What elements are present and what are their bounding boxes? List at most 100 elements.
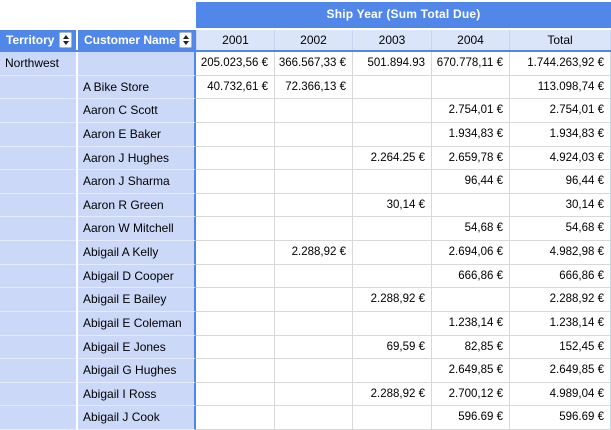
total-value-cell: 152,45 € xyxy=(510,335,611,360)
year-value-cell xyxy=(275,406,353,430)
year-value-cell: 1.934,83 € xyxy=(432,122,510,147)
year-value-cell: 2.754,01 € xyxy=(432,99,510,123)
total-value-cell: 113.098,74 € xyxy=(510,75,611,100)
customer-cell: Abigail E Bailey xyxy=(78,288,196,312)
territory-cell xyxy=(0,241,78,265)
year-value-cell xyxy=(353,217,432,241)
total-value-cell: 30,14 € xyxy=(510,193,611,218)
total-value-cell: 1.744.263,92 € xyxy=(510,52,611,76)
customer-header-label: Customer Name xyxy=(84,33,177,47)
sort-button-customer-name[interactable] xyxy=(179,32,192,48)
customer-cell: Aaron E Baker xyxy=(78,122,196,147)
customer-cell: Abigail A Kelly xyxy=(78,241,196,265)
year-value-cell xyxy=(353,264,432,289)
year-value-cell: 2.288,92 € xyxy=(353,382,432,407)
column-header-2002[interactable]: 2002 xyxy=(275,30,353,50)
table-row: Abigail E Bailey 2.288,92 € 2.288,92 € xyxy=(0,288,611,312)
table-row: Abigail I Ross 2.288,92 €2.700,12 €4.989,… xyxy=(0,382,611,407)
table-row: Abigail E Coleman 1.238,14 €1.238,14 € xyxy=(0,311,611,336)
table-row: Aaron W Mitchell 54,68 €54,68 € xyxy=(0,217,611,241)
year-value-cell xyxy=(196,382,275,407)
year-value-cell xyxy=(275,122,353,147)
year-value-cell: 596.69 € xyxy=(432,406,510,430)
sort-button-territory[interactable] xyxy=(59,32,72,48)
year-value-cell xyxy=(353,75,432,100)
year-value-cell xyxy=(275,264,353,289)
year-value-cell xyxy=(353,311,432,336)
group-band-row: Ship Year (Sum Total Due) xyxy=(0,0,611,28)
year-value-cell xyxy=(353,359,432,383)
year-value-cell: 670.778,11 € xyxy=(432,52,510,76)
year-value-cell xyxy=(275,146,353,171)
customer-cell: Abigail G Hughes xyxy=(78,359,196,383)
column-header-2001[interactable]: 2001 xyxy=(196,30,275,50)
sort-desc-icon xyxy=(182,41,189,45)
customer-cell: Abigail E Jones xyxy=(78,335,196,360)
year-value-cell xyxy=(196,99,275,123)
year-value-cell: 1.238,14 € xyxy=(432,311,510,336)
customer-cell: A Bike Store xyxy=(78,75,196,100)
year-value-cell: 72.366,13 € xyxy=(275,75,353,100)
year-value-cell: 2.659,78 € xyxy=(432,146,510,171)
customer-cell: Aaron W Mitchell xyxy=(78,217,196,241)
territory-header-label: Territory xyxy=(6,33,55,47)
year-value-cell: 2.694,06 € xyxy=(432,241,510,265)
customer-cell: Abigail J Cook xyxy=(78,406,196,430)
total-value-cell: 4.982,98 € xyxy=(510,241,611,265)
year-value-cell xyxy=(196,146,275,171)
year-value-cell xyxy=(196,311,275,336)
sort-asc-icon xyxy=(182,35,189,39)
column-header-total[interactable]: Total xyxy=(510,30,611,50)
year-value-cell xyxy=(432,193,510,218)
year-value-cell xyxy=(196,406,275,430)
table-row: Northwest 205.023,56 €366.567,33 €501.894… xyxy=(0,52,611,76)
column-header-territory[interactable]: Territory xyxy=(0,30,78,50)
total-value-cell: 2.754,01 € xyxy=(510,99,611,123)
year-value-cell: 366.567,33 € xyxy=(275,52,353,76)
year-value-cell xyxy=(196,217,275,241)
year-value-cell: 69,59 € xyxy=(353,335,432,360)
territory-cell xyxy=(0,170,78,194)
ship-year-band: Ship Year (Sum Total Due) xyxy=(196,2,611,28)
year-value-cell xyxy=(275,335,353,360)
year-value-cell: 30,14 € xyxy=(353,193,432,218)
year-value-cell: 40.732,61 € xyxy=(196,75,275,100)
year-value-cell xyxy=(196,241,275,265)
year-value-cell xyxy=(196,170,275,194)
customer-cell xyxy=(78,52,196,76)
year-value-cell: 2.700,12 € xyxy=(432,382,510,407)
year-value-cell: 2.264.25 € xyxy=(353,146,432,171)
customer-cell: Aaron C Scott xyxy=(78,99,196,123)
total-value-cell: 54,68 € xyxy=(510,217,611,241)
total-value-cell: 1.934,83 € xyxy=(510,122,611,147)
table-row: Aaron J Hughes 2.264.25 €2.659,78 €4.924,… xyxy=(0,146,611,171)
year-value-cell xyxy=(196,122,275,147)
table-row: Abigail D Cooper 666,86 €666,86 € xyxy=(0,264,611,289)
year-value-cell: 54,68 € xyxy=(432,217,510,241)
column-header-customer-name[interactable]: Customer Name xyxy=(78,30,196,50)
year-value-cell: 205.023,56 € xyxy=(196,52,275,76)
column-header-row: Territory Customer Name 2001 2002 2003 2… xyxy=(0,28,611,52)
table-row: Aaron R Green 30,14 € 30,14 € xyxy=(0,193,611,218)
year-value-cell: 2.649,85 € xyxy=(432,359,510,383)
territory-cell xyxy=(0,122,78,147)
year-value-cell xyxy=(275,217,353,241)
territory-cell xyxy=(0,359,78,383)
territory-cell xyxy=(0,193,78,218)
customer-cell: Abigail I Ross xyxy=(78,382,196,407)
territory-cell xyxy=(0,406,78,430)
table-row: Aaron E Baker 1.934,83 €1.934,83 € xyxy=(0,122,611,147)
year-value-cell xyxy=(196,288,275,312)
year-value-cell xyxy=(275,99,353,123)
table-body: Northwest 205.023,56 €366.567,33 €501.894… xyxy=(0,52,611,430)
column-header-2004[interactable]: 2004 xyxy=(432,30,510,50)
territory-cell xyxy=(0,335,78,360)
territory-cell xyxy=(0,288,78,312)
column-header-2003[interactable]: 2003 xyxy=(353,30,432,50)
year-value-cell xyxy=(275,170,353,194)
total-value-cell: 666,86 € xyxy=(510,264,611,289)
year-value-cell: 2.288,92 € xyxy=(275,241,353,265)
customer-cell: Aaron R Green xyxy=(78,193,196,218)
total-value-cell: 1.238,14 € xyxy=(510,311,611,336)
